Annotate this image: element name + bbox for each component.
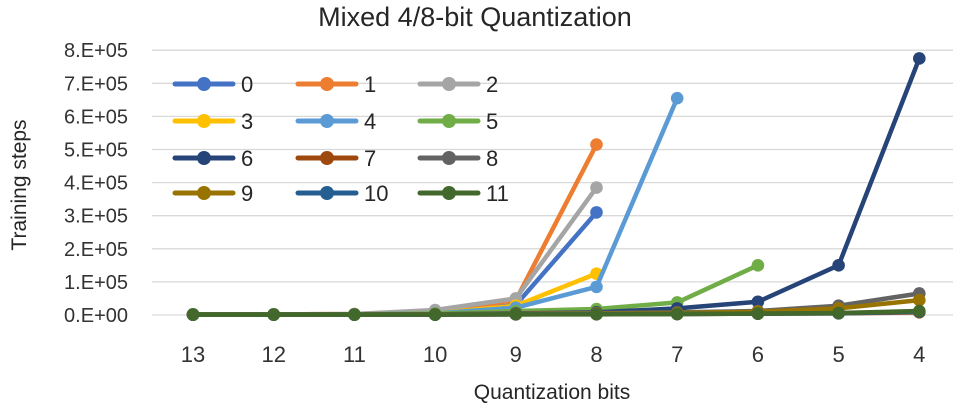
series-line-11 — [190, 308, 922, 317]
legend-swatch-marker-icon — [320, 114, 334, 128]
chart-title: Mixed 4/8-bit Quantization — [318, 2, 632, 32]
series-marker-11 — [186, 308, 200, 321]
y-axis-title: Training steps — [8, 119, 31, 251]
x-axis-title: Quantization bits — [473, 381, 631, 404]
series-marker-5 — [751, 259, 765, 272]
series-marker-11 — [590, 308, 603, 321]
legend-label: 8 — [486, 146, 498, 171]
series-marker-0 — [590, 206, 603, 219]
y-tick-label: 3.E+05 — [64, 206, 128, 228]
y-tick-label: 6.E+05 — [64, 106, 128, 128]
x-tick-label: 13 — [181, 342, 205, 367]
legend-swatch-marker-icon — [442, 77, 456, 91]
legend-label: 6 — [241, 146, 253, 171]
legend-item-6: 6 — [172, 146, 253, 171]
legend-item-10: 10 — [295, 181, 388, 206]
series-marker-2 — [590, 181, 603, 194]
legend-item-2: 2 — [417, 72, 498, 97]
x-tick-label: 8 — [590, 342, 602, 367]
legend-item-8: 8 — [417, 146, 498, 171]
legend-swatch-marker-icon — [197, 151, 211, 165]
legend-swatch-marker-icon — [442, 151, 456, 165]
series-marker-9 — [913, 293, 926, 307]
legend-label: 2 — [486, 72, 498, 97]
legend-swatch-marker-icon — [442, 114, 456, 128]
series-marker-11 — [267, 308, 281, 321]
series-marker-11 — [832, 306, 845, 320]
legend-label: 1 — [364, 72, 376, 97]
legend-label: 9 — [241, 181, 253, 206]
legend-item-11: 11 — [417, 181, 509, 206]
series-marker-11 — [509, 308, 523, 321]
legend-swatch-marker-icon — [197, 186, 211, 200]
x-tick-label: 7 — [671, 342, 683, 367]
y-tick-label: 1.E+05 — [64, 272, 128, 294]
series-marker-11 — [913, 304, 926, 318]
legend-item-4: 4 — [295, 109, 376, 134]
series-marker-6 — [913, 52, 926, 65]
legend-item-5: 5 — [417, 109, 498, 134]
legend-item-9: 9 — [172, 181, 253, 206]
y-tick-label: 2.E+05 — [64, 239, 128, 261]
series-marker-11 — [670, 307, 684, 321]
series-marker-11 — [348, 308, 361, 321]
x-tick-label: 9 — [510, 342, 522, 367]
legend-item-1: 1 — [295, 72, 376, 97]
series-marker-6 — [832, 259, 845, 272]
series-marker-1 — [590, 138, 603, 151]
x-tick-label: 12 — [261, 342, 285, 367]
legend-swatch-marker-icon — [442, 186, 456, 200]
legend-swatch-marker-icon — [197, 77, 211, 91]
legend-swatch-marker-icon — [320, 186, 334, 200]
legend-item-3: 3 — [172, 109, 253, 134]
series-marker-4 — [670, 91, 684, 105]
legend-item-0: 0 — [172, 72, 253, 97]
series-marker-11 — [751, 307, 765, 320]
y-tick-label: 7.E+05 — [64, 73, 128, 95]
legend-swatch-marker-icon — [320, 151, 334, 165]
legend-label: 3 — [241, 109, 253, 134]
x-tick-label: 11 — [343, 342, 366, 367]
legend-swatch-marker-icon — [197, 114, 211, 128]
x-tick-label: 5 — [832, 342, 844, 367]
legend-label: 10 — [364, 181, 388, 206]
x-tick-label: 6 — [752, 342, 764, 367]
y-tick-label: 5.E+05 — [64, 140, 128, 162]
y-tick-label: 8.E+05 — [64, 40, 128, 62]
series-marker-4 — [590, 280, 603, 294]
series-marker-6 — [751, 295, 765, 309]
legend-item-7: 7 — [295, 146, 376, 171]
y-tick-label: 4.E+05 — [64, 173, 128, 195]
legend-label: 11 — [486, 181, 509, 206]
legend-label: 4 — [364, 109, 376, 134]
y-tick-label: 0.E+00 — [64, 305, 128, 327]
series-line-1 — [190, 142, 599, 317]
legend-swatch-marker-icon — [320, 77, 334, 91]
series-marker-11 — [428, 308, 442, 321]
x-tick-label: 4 — [913, 342, 925, 367]
series-line-6 — [190, 56, 922, 317]
x-tick-label: 10 — [423, 342, 447, 367]
legend-label: 7 — [364, 146, 376, 171]
legend-label: 5 — [486, 109, 498, 134]
legend-label: 0 — [241, 72, 253, 97]
